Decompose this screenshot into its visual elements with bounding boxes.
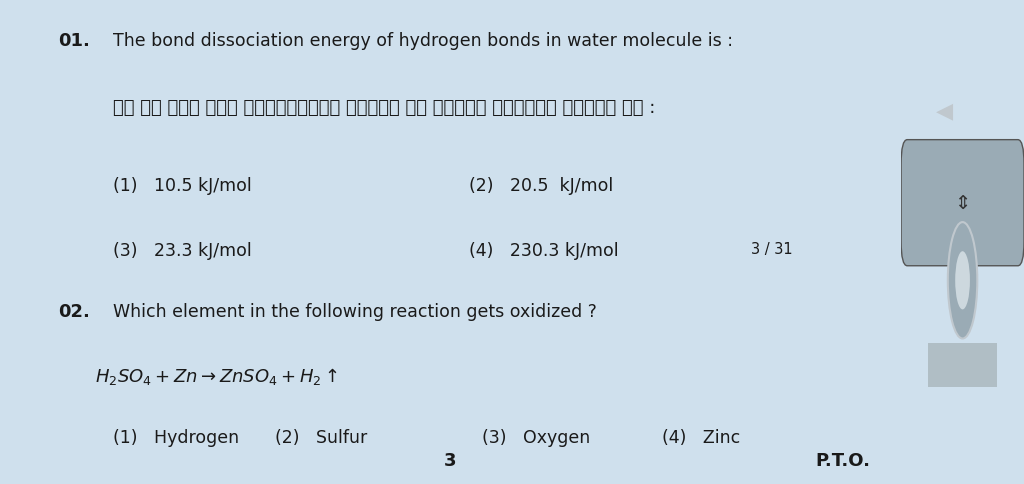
Text: (2)   20.5  kJ/mol: (2) 20.5 kJ/mol [469, 177, 612, 195]
Text: 3 / 31: 3 / 31 [752, 242, 793, 257]
Text: 3: 3 [444, 452, 457, 469]
Text: (4)   Zinc: (4) Zinc [663, 428, 740, 446]
Text: (4)   230.3 kJ/mol: (4) 230.3 kJ/mol [469, 242, 618, 260]
Text: (3)   Oxygen: (3) Oxygen [482, 428, 591, 446]
Text: (3)   23.3 kJ/mol: (3) 23.3 kJ/mol [113, 242, 251, 260]
Text: ◀: ◀ [936, 101, 952, 121]
FancyBboxPatch shape [901, 140, 1024, 266]
Text: Which element in the following reaction gets oxidized ?: Which element in the following reaction … [113, 302, 597, 320]
FancyBboxPatch shape [928, 344, 997, 387]
Circle shape [955, 252, 970, 310]
Text: ⇕: ⇕ [954, 194, 971, 213]
Text: (1)   Hydrogen: (1) Hydrogen [113, 428, 239, 446]
Text: $H_2SO_4 + Zn \rightarrow ZnSO_4 + H_2\uparrow$: $H_2SO_4 + Zn \rightarrow ZnSO_4 + H_2\u… [94, 365, 338, 386]
Text: (2)   Sulfur: (2) Sulfur [274, 428, 367, 446]
Text: 02.: 02. [58, 302, 90, 320]
Circle shape [948, 223, 977, 339]
Text: The bond dissociation energy of hydrogen bonds in water molecule is :: The bond dissociation energy of hydrogen… [113, 31, 732, 49]
Text: जल के अणु में हाइड्रोजन आवन्ध की आवन्ध वियोजन ऊर्जा है :: जल के अणु में हाइड्रोजन आवन्ध की आवन्ध व… [113, 99, 655, 117]
Text: P.T.O.: P.T.O. [815, 452, 870, 469]
Text: 01.: 01. [58, 31, 90, 49]
Text: (1)   10.5 kJ/mol: (1) 10.5 kJ/mol [113, 177, 251, 195]
